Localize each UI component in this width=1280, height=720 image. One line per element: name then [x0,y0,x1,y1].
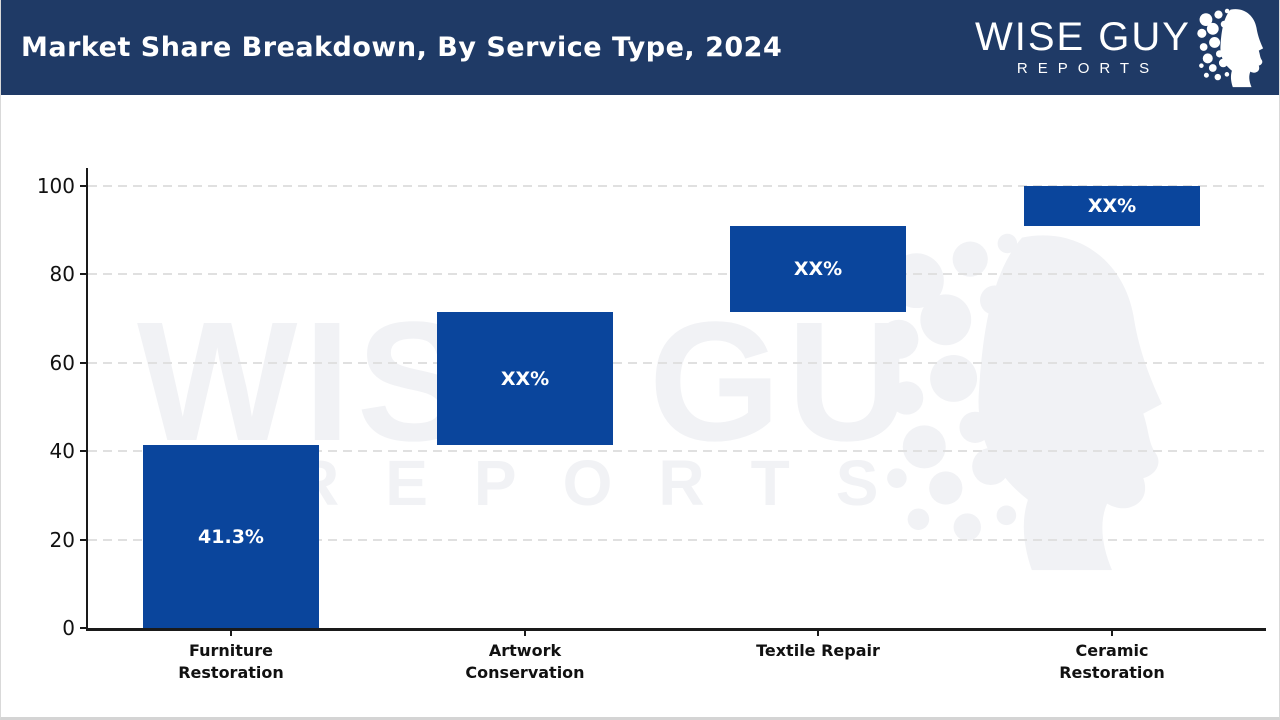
y-tick-label: 100 [36,174,75,198]
header-bar: Market Share Breakdown, By Service Type,… [1,0,1279,95]
x-category-label: Artwork Conservation [465,641,585,682]
brand-name: WISE GUY [974,15,1191,59]
bar-value-label: XX% [500,367,550,390]
gridline-y40 [88,450,1264,453]
brand-subname: REPORTS [1016,60,1160,77]
bar-value-label: XX% [1087,194,1137,217]
gridline-y20 [88,538,1264,541]
bar-segment: XX% [730,225,906,312]
x-category-label: Textile Repair [756,641,880,660]
x-axis-line [86,628,1266,631]
x-tick-mark [817,628,819,636]
brand-head-icon [1197,8,1264,88]
x-tick-mark [1111,628,1113,636]
bar-segment: 41.3% [143,445,319,628]
gridline-y80 [88,273,1264,276]
brand-logo: WISE GUY REPORTS [975,6,1267,88]
gridline-y60 [88,361,1264,364]
chart-title: Market Share Breakdown, By Service Type,… [21,32,783,63]
gridline-y100 [88,185,1264,187]
x-tick-mark [524,628,526,636]
x-category-label: Furniture Restoration [178,641,284,682]
y-tick-mark [80,273,88,276]
bar-segment: XX% [1024,186,1200,226]
y-tick-mark [80,627,88,629]
y-axis-line [86,168,88,630]
y-tick-mark [80,450,88,453]
y-tick-mark [80,185,88,187]
bar-value-label: XX% [793,257,843,280]
y-tick-label: 80 [49,262,75,287]
x-category-label: Ceramic Restoration [1059,641,1165,682]
y-tick-label: 20 [49,527,75,552]
y-tick-mark [80,361,88,364]
y-tick-label: 0 [62,616,75,640]
bar-segment: XX% [437,311,613,446]
x-tick-mark [230,628,232,636]
watermark-text-line2: REPORTS [293,447,925,519]
y-tick-label: 60 [49,350,75,375]
y-tick-mark [80,538,88,541]
brand-logo-text: WISE GUY REPORTS [975,17,1191,77]
y-tick-label: 40 [49,439,75,464]
bar-value-label: 41.3% [198,525,264,548]
